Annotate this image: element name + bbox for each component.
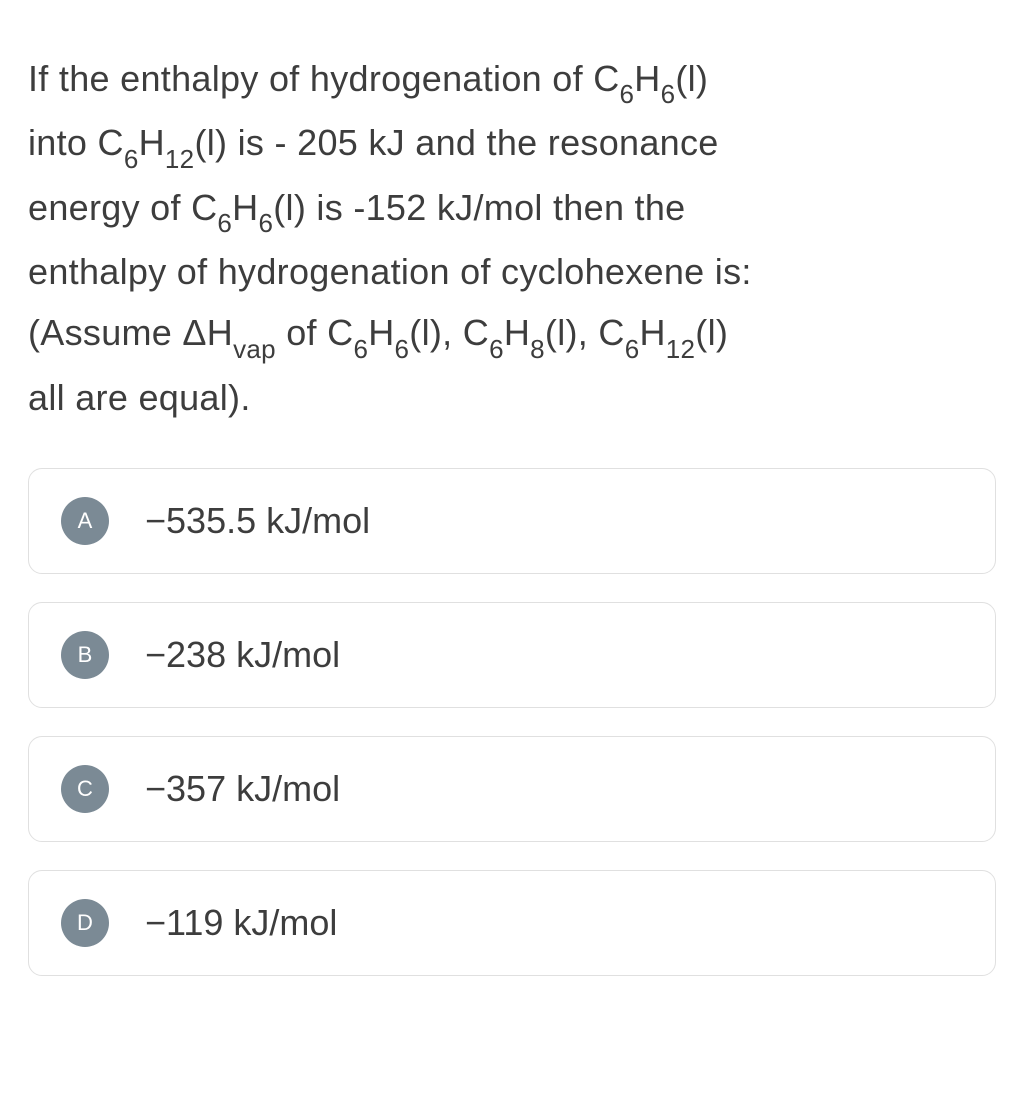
options-container: A −535.5 kJ/mol B −238 kJ/mol C −357 kJ/…: [28, 468, 996, 976]
option-b-letter: B: [78, 642, 93, 668]
option-b-text: −238 kJ/mol: [145, 634, 340, 676]
option-a-text: −535.5 kJ/mol: [145, 500, 370, 542]
q-line1-post1: (l): [675, 58, 708, 99]
q-line5-mid1: of C: [276, 312, 354, 353]
option-c-text: −357 kJ/mol: [145, 768, 340, 810]
option-d-letter: D: [77, 910, 93, 936]
q-line6: all are equal).: [28, 377, 251, 418]
q-line5-pre: (Assume ΔH: [28, 312, 233, 353]
q-line3-sub2: 6: [258, 208, 273, 238]
option-c-badge: C: [61, 765, 109, 813]
option-a-badge: A: [61, 497, 109, 545]
q-line1-pre: If the enthalpy of hydrogenation of C: [28, 58, 620, 99]
q-line5-mid5: (l), C: [545, 312, 625, 353]
q-line2-post1: (l) is - 205 kJ and the resonance: [194, 122, 718, 163]
option-c-letter: C: [77, 776, 93, 802]
q-line4: enthalpy of hydrogenation of cyclohexene…: [28, 251, 752, 292]
option-b-badge: B: [61, 631, 109, 679]
q-line3-sub1: 6: [217, 208, 232, 238]
q-line2-mid1: H: [139, 122, 165, 163]
question-text: If the enthalpy of hydrogenation of C6H6…: [28, 48, 996, 428]
q-line5-post: (l): [695, 312, 728, 353]
q-line3-pre: energy of C: [28, 187, 217, 228]
option-a-letter: A: [78, 508, 93, 534]
q-line1-sub2: 6: [661, 79, 676, 109]
q-line2-pre: into C: [28, 122, 124, 163]
q-line3-post1: (l) is -152 kJ/mol then the: [273, 187, 685, 228]
q-line5-mid3: (l), C: [409, 312, 489, 353]
q-line1-sub1: 6: [620, 79, 635, 109]
q-line5-mid6: H: [639, 312, 665, 353]
q-line5-mid2: H: [368, 312, 394, 353]
q-line5-sub2: 6: [353, 334, 368, 364]
option-b[interactable]: B −238 kJ/mol: [28, 602, 996, 708]
q-line5-sub5: 8: [530, 334, 545, 364]
q-line5-sub6: 6: [625, 334, 640, 364]
q-line2-sub1: 6: [124, 144, 139, 174]
q-line5-mid4: H: [504, 312, 530, 353]
q-line5-sub7: 12: [666, 334, 696, 364]
option-d-badge: D: [61, 899, 109, 947]
q-line5-sub4: 6: [489, 334, 504, 364]
q-line3-mid1: H: [232, 187, 258, 228]
q-line5-sub1: vap: [233, 334, 276, 364]
option-d-text: −119 kJ/mol: [145, 902, 337, 944]
option-c[interactable]: C −357 kJ/mol: [28, 736, 996, 842]
q-line2-sub2: 12: [165, 144, 195, 174]
q-line5-sub3: 6: [395, 334, 410, 364]
option-d[interactable]: D −119 kJ/mol: [28, 870, 996, 976]
q-line1-mid1: H: [634, 58, 660, 99]
option-a[interactable]: A −535.5 kJ/mol: [28, 468, 996, 574]
